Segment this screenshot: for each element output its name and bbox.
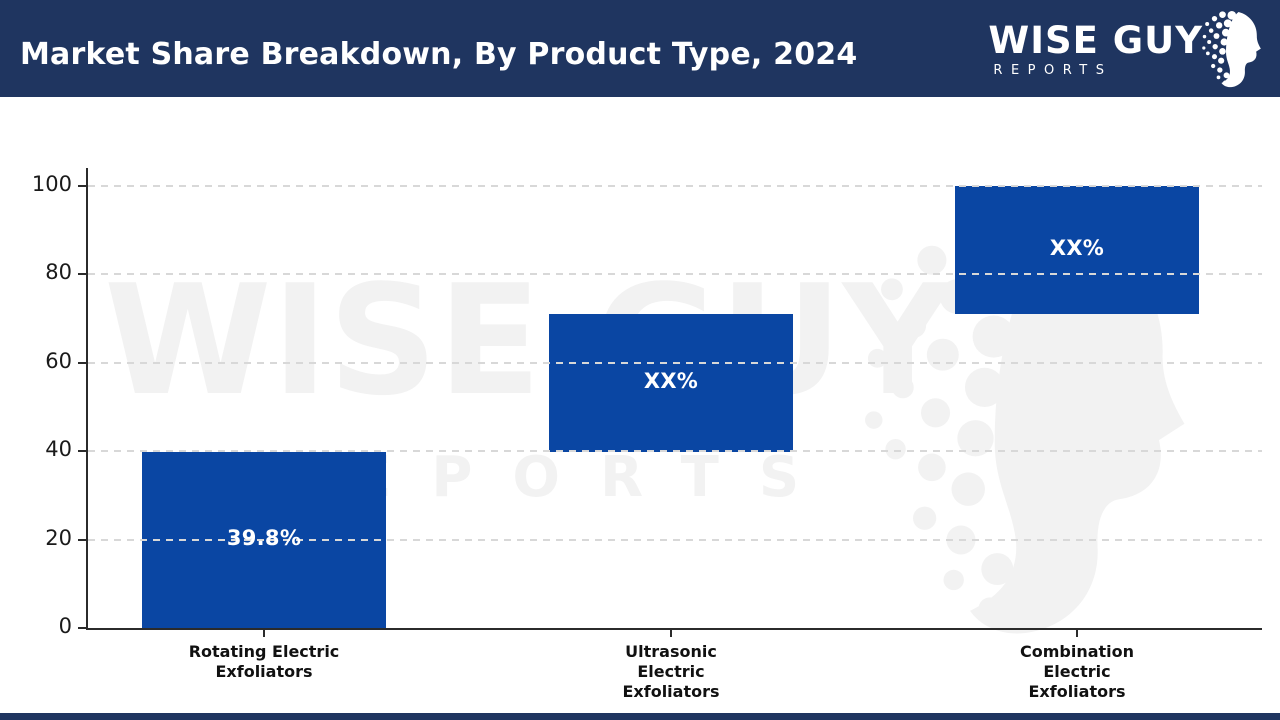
y-tick-mark-40 xyxy=(78,450,86,453)
x-tick-mark-3 xyxy=(1076,630,1078,637)
x-tick-mark-1 xyxy=(263,630,265,637)
y-tick-mark-0 xyxy=(78,627,86,629)
x-category-label-2: Ultrasonic Electric Exfoliators xyxy=(622,642,720,701)
y-tick-mark-80 xyxy=(78,273,86,276)
footer-strip xyxy=(0,713,1280,720)
gridline-20 xyxy=(88,538,1262,541)
x-category-label-3: Combination Electric Exfoliators xyxy=(1019,642,1135,701)
gridline-80 xyxy=(88,273,1262,276)
wiseguy-face-icon xyxy=(1199,10,1266,90)
y-tick-label-100: 100 xyxy=(31,172,72,196)
wiseguy-logo-subtitle: REPORTS xyxy=(993,62,1113,78)
y-tick-label-40: 40 xyxy=(45,437,72,462)
y-tick-label-60: 60 xyxy=(45,348,72,373)
wiseguy-logo-text: WISE GUY REPORTS xyxy=(988,22,1203,78)
wiseguy-logo: WISE GUY REPORTS xyxy=(988,10,1266,90)
y-tick-label-80: 80 xyxy=(45,260,72,285)
y-tick-mark-20 xyxy=(78,538,86,541)
y-axis-line xyxy=(86,168,88,630)
bar-value-label-3: XX% xyxy=(1049,236,1105,261)
x-axis-line xyxy=(86,628,1262,630)
x-tick-mark-2 xyxy=(670,630,672,637)
bar-value-label-2: XX% xyxy=(643,369,699,394)
x-category-label-1: Rotating Electric Exfoliators xyxy=(188,642,340,681)
header-bar: Market Share Breakdown, By Product Type,… xyxy=(0,0,1280,97)
page-title: Market Share Breakdown, By Product Type,… xyxy=(20,37,858,72)
gridline-40 xyxy=(88,450,1262,453)
y-tick-mark-60 xyxy=(78,361,86,364)
y-tick-label-0: 0 xyxy=(58,614,72,638)
gridline-60 xyxy=(88,361,1262,364)
bar-value-label-1: 39.8% xyxy=(226,526,302,551)
chart-area: WISE GUY REPORTS 0 20 40 60 80 100 39.8% Rotati… xyxy=(0,97,1280,713)
bar-segment-2 xyxy=(549,314,793,453)
gridline-100 xyxy=(88,185,1262,187)
wiseguy-logo-name: WISE GUY xyxy=(988,18,1203,62)
y-tick-label-20: 20 xyxy=(45,525,72,550)
y-tick-mark-100 xyxy=(78,185,86,187)
